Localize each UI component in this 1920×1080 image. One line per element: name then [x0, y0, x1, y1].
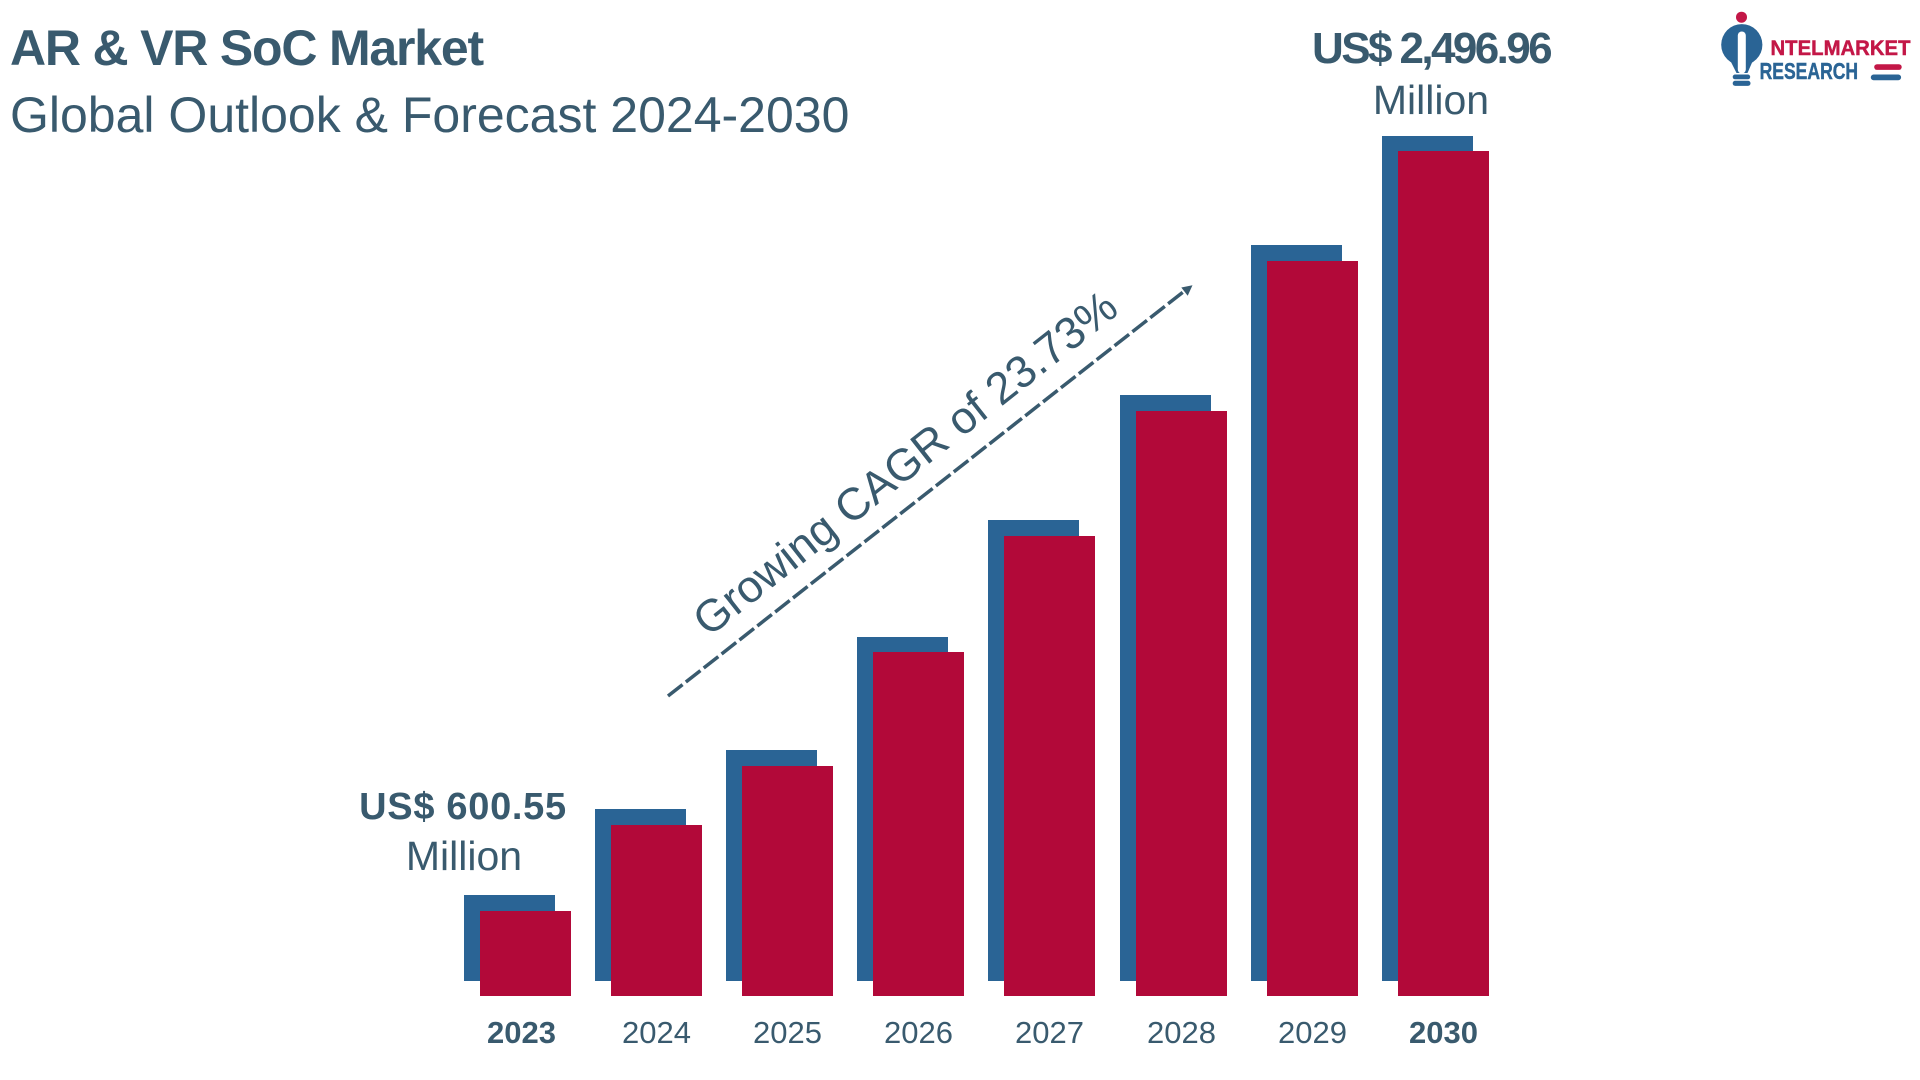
svg-text:RESEARCH: RESEARCH	[1760, 58, 1859, 84]
svg-text:NTELMARKET: NTELMARKET	[1771, 37, 1911, 60]
